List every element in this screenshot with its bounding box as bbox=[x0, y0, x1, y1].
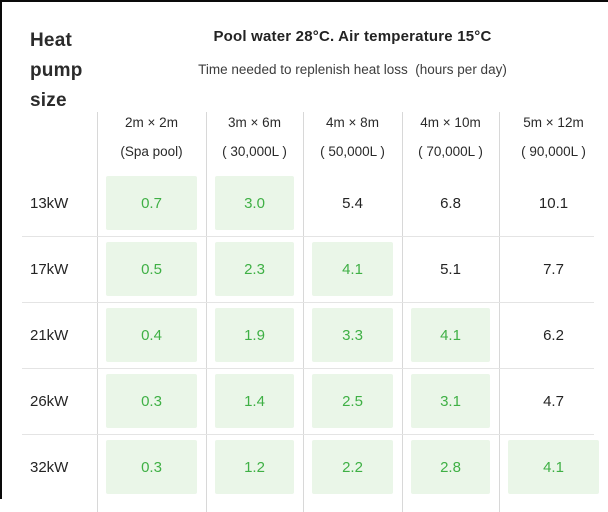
column-volume-label: (Spa pool) bbox=[120, 144, 183, 159]
value-cell-highlighted: 1.4 bbox=[215, 374, 294, 428]
row-divider bbox=[22, 236, 594, 237]
table-cell: 6.2 bbox=[499, 302, 608, 368]
column-volume-label: ( 50,000L ) bbox=[320, 144, 385, 159]
row-label: 17kW bbox=[30, 260, 69, 278]
value-cell-highlighted: 0.3 bbox=[106, 374, 197, 428]
column-size-label: 5m × 12m bbox=[523, 115, 584, 130]
column-header: 3m × 6m ( 30,000L ) bbox=[206, 112, 303, 170]
value-cell-highlighted: 0.7 bbox=[106, 176, 197, 230]
table-subtitle: Time needed to replenish heat loss (hour… bbox=[198, 62, 507, 77]
table-cell: 2.3 bbox=[206, 236, 303, 302]
table-header: Pool water 28°C. Air temperature 15°C Ti… bbox=[97, 28, 608, 77]
frame-top-border bbox=[0, 0, 608, 2]
table-cell: 0.5 bbox=[97, 236, 206, 302]
column-divider bbox=[402, 112, 403, 512]
value-cell-highlighted: 0.4 bbox=[106, 308, 197, 362]
row-label: 13kW bbox=[30, 194, 69, 212]
table-cell: 2.2 bbox=[303, 434, 402, 500]
table-cell: 4.1 bbox=[499, 434, 608, 500]
value-cell-highlighted: 2.2 bbox=[312, 440, 393, 494]
column-size-label: 3m × 6m bbox=[228, 115, 281, 130]
data-table: 2m × 2m (Spa pool) 3m × 6m ( 30,000L ) 4m × … bbox=[0, 112, 608, 500]
table-cell: 3.1 bbox=[402, 368, 499, 434]
value-cell: 5.1 bbox=[440, 260, 461, 278]
column-volume-label: ( 70,000L ) bbox=[418, 144, 483, 159]
table-cell: 10.1 bbox=[499, 170, 608, 236]
row-divider bbox=[22, 368, 594, 369]
table-cell: 1.9 bbox=[206, 302, 303, 368]
value-cell-highlighted: 3.3 bbox=[312, 308, 393, 362]
table-cell: 1.4 bbox=[206, 368, 303, 434]
row-label: 21kW bbox=[30, 326, 69, 344]
column-header: 4m × 10m ( 70,000L ) bbox=[402, 112, 499, 170]
column-header: 4m × 8m ( 50,000L ) bbox=[303, 112, 402, 170]
column-divider bbox=[499, 112, 500, 512]
value-cell: 5.4 bbox=[342, 194, 363, 212]
column-divider bbox=[206, 112, 207, 512]
table-cell: 1.2 bbox=[206, 434, 303, 500]
table-cell: 0.4 bbox=[97, 302, 206, 368]
value-cell: 4.7 bbox=[543, 392, 564, 410]
column-size-label: 4m × 10m bbox=[420, 115, 481, 130]
column-header: 2m × 2m (Spa pool) bbox=[97, 112, 206, 170]
table-cell: 7.7 bbox=[499, 236, 608, 302]
row-label: 26kW bbox=[30, 392, 69, 410]
column-header: 5m × 12m ( 90,000L ) bbox=[499, 112, 608, 170]
column-volume-label: ( 90,000L ) bbox=[521, 144, 586, 159]
row-divider bbox=[22, 302, 594, 303]
table-cell: 0.3 bbox=[97, 368, 206, 434]
corner-cell bbox=[0, 112, 97, 170]
table-cell: 3.3 bbox=[303, 302, 402, 368]
table-cell: 4.1 bbox=[402, 302, 499, 368]
value-cell-highlighted: 3.0 bbox=[215, 176, 294, 230]
value-cell-highlighted: 2.3 bbox=[215, 242, 294, 296]
row-divider bbox=[22, 434, 594, 435]
table-cell: 2.8 bbox=[402, 434, 499, 500]
table-cell: 2.5 bbox=[303, 368, 402, 434]
table-cell: 5.4 bbox=[303, 170, 402, 236]
value-cell: 7.7 bbox=[543, 260, 564, 278]
value-cell-highlighted: 1.9 bbox=[215, 308, 294, 362]
value-cell-highlighted: 1.2 bbox=[215, 440, 294, 494]
value-cell-highlighted: 4.1 bbox=[312, 242, 393, 296]
row-header-title: Heat pump size bbox=[30, 30, 83, 111]
table-cell: 6.8 bbox=[402, 170, 499, 236]
column-divider bbox=[303, 112, 304, 512]
table-cell: 5.1 bbox=[402, 236, 499, 302]
table-cell: 0.3 bbox=[97, 434, 206, 500]
value-cell: 10.1 bbox=[538, 194, 569, 212]
value-cell-highlighted: 2.5 bbox=[312, 374, 393, 428]
value-cell-highlighted: 0.3 bbox=[106, 440, 197, 494]
row-label: 32kW bbox=[30, 458, 69, 476]
column-size-label: 4m × 8m bbox=[326, 115, 379, 130]
table-title: Pool water 28°C. Air temperature 15°C bbox=[213, 28, 492, 45]
column-divider bbox=[97, 112, 98, 512]
table-cell: 3.0 bbox=[206, 170, 303, 236]
table-cell: 0.7 bbox=[97, 170, 206, 236]
value-cell: 6.8 bbox=[440, 194, 461, 212]
table-cell: 4.1 bbox=[303, 236, 402, 302]
value-cell: 6.2 bbox=[543, 326, 564, 344]
value-cell-highlighted: 3.1 bbox=[411, 374, 490, 428]
value-cell-highlighted: 2.8 bbox=[411, 440, 490, 494]
frame-left-border bbox=[0, 0, 2, 499]
value-cell-highlighted: 0.5 bbox=[106, 242, 197, 296]
column-volume-label: ( 30,000L ) bbox=[222, 144, 287, 159]
value-cell-highlighted: 4.1 bbox=[411, 308, 490, 362]
table-cell: 4.7 bbox=[499, 368, 608, 434]
column-size-label: 2m × 2m bbox=[125, 115, 178, 130]
value-cell-highlighted: 4.1 bbox=[508, 440, 599, 494]
